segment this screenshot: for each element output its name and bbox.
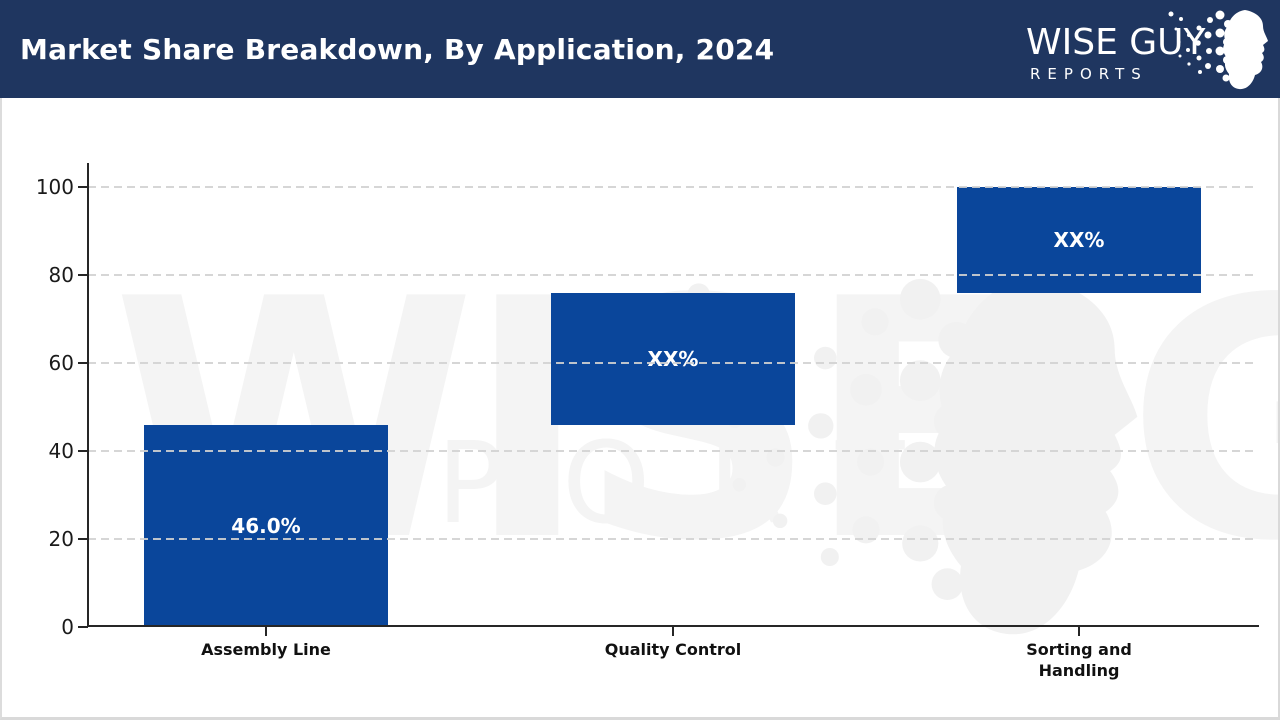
y-axis-tick-label: 60 [48,351,74,375]
x-axis-label: Assembly Line [201,640,331,659]
y-axis-tick-label: 20 [48,527,74,551]
x-axis-tick [1078,627,1080,636]
x-axis-tick [672,627,674,636]
logo-subtext: REPORTS [1030,65,1148,83]
chart-title: Market Share Breakdown, By Application, … [20,32,775,66]
bar-quality-control: XX% [551,292,795,425]
logo-face-icon [1168,10,1268,90]
gridline-40 [88,450,1258,452]
gridline-80 [88,274,1258,276]
gridline-60 [88,362,1258,364]
y-axis-tick-label: 40 [48,439,74,463]
y-axis-tick [78,538,88,540]
y-axis-tick [78,362,88,364]
y-axis-tick-label: 0 [61,615,74,639]
chart-header: Market Share Breakdown, By Application, … [0,0,1280,98]
bar-value-label: 46.0% [231,513,301,538]
y-axis-tick [78,450,88,452]
bar-value-label: XX% [1053,227,1105,252]
y-axis-tick [78,274,88,276]
gridline-100 [88,186,1258,188]
y-axis-tick-label: 100 [35,175,74,199]
y-axis-tick [78,186,88,188]
bar-sorting-and-handling: XX% [957,187,1201,293]
watermark-face-icon [687,276,1138,635]
x-axis-label: Sorting and Handling [1026,640,1132,680]
wiseguy-logo: WISE GUY REPORTS [1026,10,1268,90]
y-axis-spine [87,163,89,627]
x-axis-tick [265,627,267,636]
bar-assembly-line: 46.0% [144,424,388,627]
x-axis-label: Quality Control [604,640,742,659]
x-axis-spine [87,625,1259,627]
gridline-20 [88,538,1258,540]
y-axis-tick-label: 80 [48,263,74,287]
bar-value-label: XX% [647,346,699,371]
y-axis-tick [78,626,88,628]
